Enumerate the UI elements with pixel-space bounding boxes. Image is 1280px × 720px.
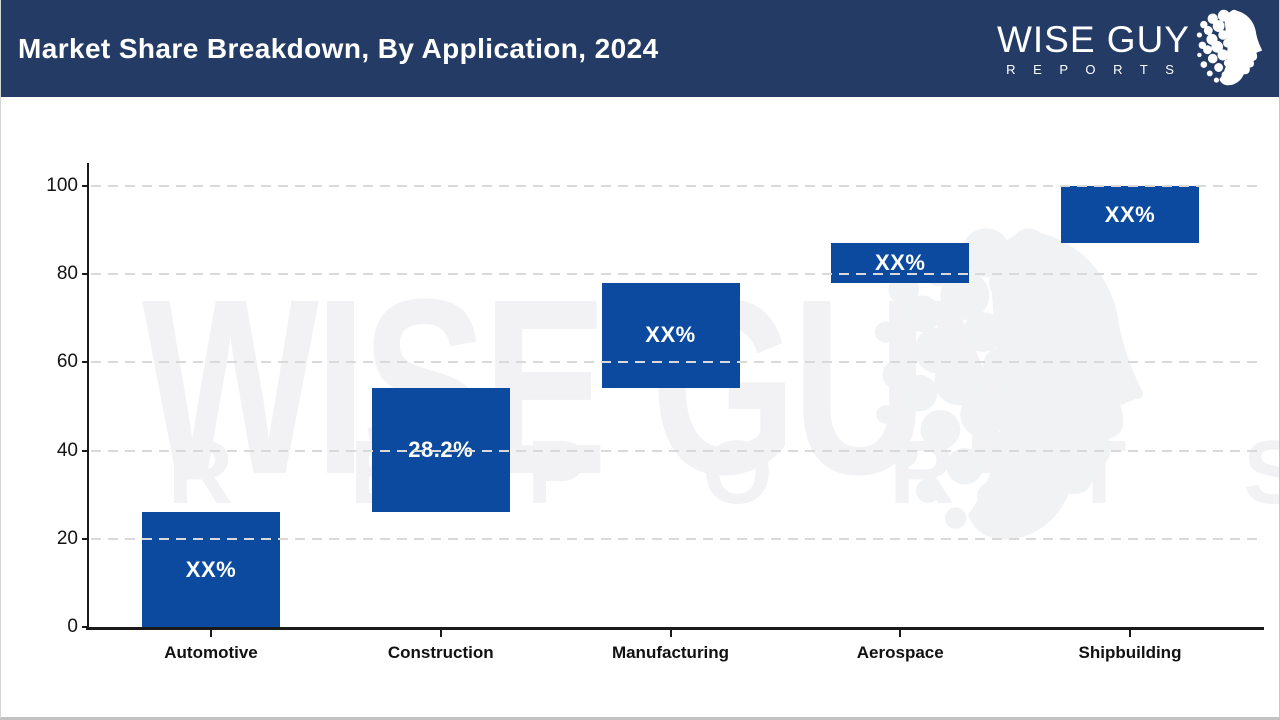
y-tick-label: 80: [56, 263, 78, 285]
category-label: Automotive: [164, 643, 258, 662]
x-axis-line: [86, 627, 1264, 630]
gridline: [91, 537, 1263, 540]
bar-manufacturing: XX%: [601, 283, 740, 388]
bar-value-label: XX%: [875, 250, 926, 276]
gridline: [91, 273, 1263, 276]
y-tick-mark: [82, 449, 89, 452]
category-label: Construction: [387, 643, 494, 662]
logo-subtitle: R E P O R T S: [1006, 61, 1181, 77]
y-tick-mark: [82, 185, 89, 187]
x-tick-mark: [439, 630, 442, 637]
x-tick-mark: [669, 630, 672, 637]
y-tick-label: 0: [67, 616, 78, 637]
logo-wordmark: WISE GUY: [996, 18, 1190, 60]
y-tick-label: 20: [56, 527, 78, 549]
wiseguy-face-icon: [1196, 9, 1262, 85]
category-label: Aerospace: [856, 643, 944, 662]
bar-aerospace: XX%: [831, 243, 970, 284]
y-axis-line: [87, 163, 89, 630]
logo-text: WISE GUY R E P O R T S: [997, 21, 1190, 77]
y-tick-label: 100: [46, 175, 78, 196]
bar-value-label: XX%: [185, 556, 237, 582]
bar-value-label: XX%: [1104, 201, 1156, 227]
bar-automotive: XX%: [142, 512, 280, 627]
plot-region: 0 20 40 60 80 100 XX% Automotive 28.2% Constructi…: [0, 97, 1280, 720]
category-label: Shipbuilding: [1078, 643, 1182, 662]
y-tick-mark: [82, 273, 89, 276]
x-tick-mark: [1129, 630, 1131, 637]
bar-shipbuilding: XX%: [1061, 186, 1199, 244]
y-tick-mark: [82, 537, 89, 540]
bar-value-label: XX%: [645, 322, 696, 348]
x-tick-mark: [899, 630, 902, 637]
chart-area: WISE GUY R E P O R T S 0 20 40 60 80 100 XX% Au…: [0, 97, 1280, 720]
y-tick-label: 60: [56, 351, 78, 373]
y-tick-mark: [82, 361, 89, 364]
y-tick-label: 40: [56, 439, 78, 461]
gridline: [91, 449, 1263, 452]
header: Market Share Breakdown, By Application, …: [0, 0, 1280, 97]
gridline: [91, 185, 1263, 187]
x-tick-mark: [210, 630, 212, 637]
wiseguy-logo: WISE GUY R E P O R T S: [997, 8, 1266, 90]
chart-title: Market Share Breakdown, By Application, …: [18, 32, 659, 64]
gridline: [91, 361, 1263, 364]
y-tick-mark: [82, 626, 89, 628]
category-label: Manufacturing: [611, 643, 730, 662]
